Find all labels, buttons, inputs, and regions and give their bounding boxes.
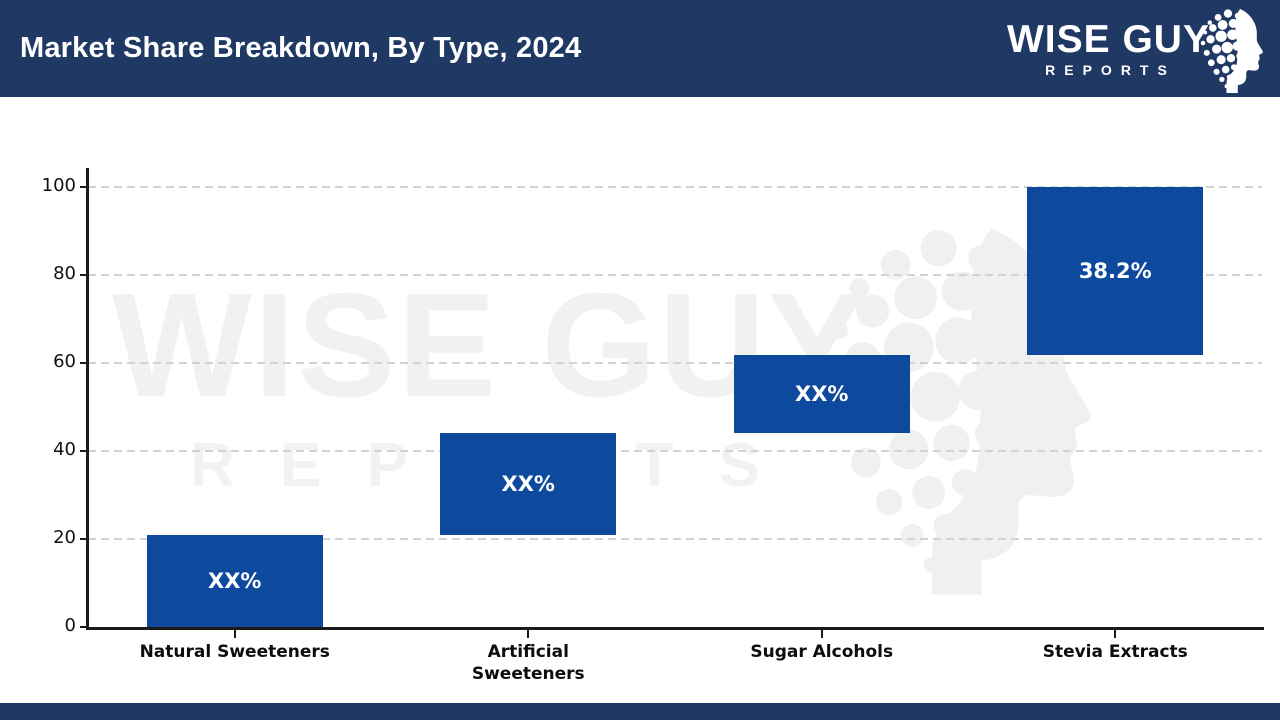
bar: XX% bbox=[440, 433, 617, 535]
bar-value-label: XX% bbox=[208, 568, 262, 593]
x-tick-mark bbox=[820, 630, 823, 638]
bar-value-label: XX% bbox=[795, 382, 849, 407]
x-tick-label: Artificial Sweeteners bbox=[471, 642, 585, 684]
gridline bbox=[88, 362, 1262, 364]
y-tick-mark bbox=[80, 450, 88, 452]
x-tick-mark bbox=[527, 630, 530, 638]
y-axis-line bbox=[86, 168, 89, 629]
y-tick-label: 80 bbox=[53, 263, 76, 284]
y-tick-label: 0 bbox=[64, 615, 76, 636]
bar: XX% bbox=[733, 355, 910, 434]
y-tick-label: 20 bbox=[53, 527, 76, 548]
x-tick-label: Stevia Extracts bbox=[1042, 642, 1188, 662]
chart-plot-area: 0 20 40 60 80 100 XX% Natural Sweeteners XX% Arti… bbox=[0, 97, 1280, 703]
y-tick-mark bbox=[80, 274, 88, 276]
x-tick-mark bbox=[233, 630, 236, 638]
x-tick-label: Natural Sweeteners bbox=[139, 642, 330, 662]
gridline bbox=[88, 186, 1262, 188]
y-tick-mark bbox=[80, 538, 88, 540]
y-tick-label: 100 bbox=[41, 175, 76, 196]
y-tick-label: 60 bbox=[53, 351, 76, 372]
footer-bar bbox=[0, 703, 1280, 720]
bar: 38.2% bbox=[1027, 187, 1204, 356]
gridline bbox=[88, 274, 1262, 276]
bar-value-label: XX% bbox=[501, 471, 555, 496]
y-tick-mark bbox=[80, 626, 88, 628]
gridline bbox=[88, 538, 1262, 540]
header-bar: Market Share Breakdown, By Type, 2024 WI… bbox=[0, 0, 1280, 97]
logo-text: WISE GUY REPORTS bbox=[1007, 20, 1210, 78]
y-tick-mark bbox=[80, 362, 88, 364]
x-axis-line bbox=[86, 627, 1264, 630]
bar: XX% bbox=[146, 534, 323, 627]
chart-title: Market Share Breakdown, By Type, 2024 bbox=[20, 32, 582, 64]
logo-head-dots-icon bbox=[1200, 8, 1263, 93]
logo-reports-text: REPORTS bbox=[1045, 62, 1176, 78]
x-tick-mark bbox=[1114, 630, 1117, 638]
bar-value-label: 38.2% bbox=[1078, 259, 1152, 284]
gridline bbox=[88, 450, 1262, 452]
wise-guy-reports-logo: WISE GUY REPORTS bbox=[1007, 4, 1272, 94]
logo-wiseguy-text: WISE GUY bbox=[1006, 18, 1210, 61]
y-tick-mark bbox=[80, 186, 88, 188]
y-tick-label: 40 bbox=[53, 439, 76, 460]
x-tick-label: Sugar Alcohols bbox=[750, 642, 894, 662]
